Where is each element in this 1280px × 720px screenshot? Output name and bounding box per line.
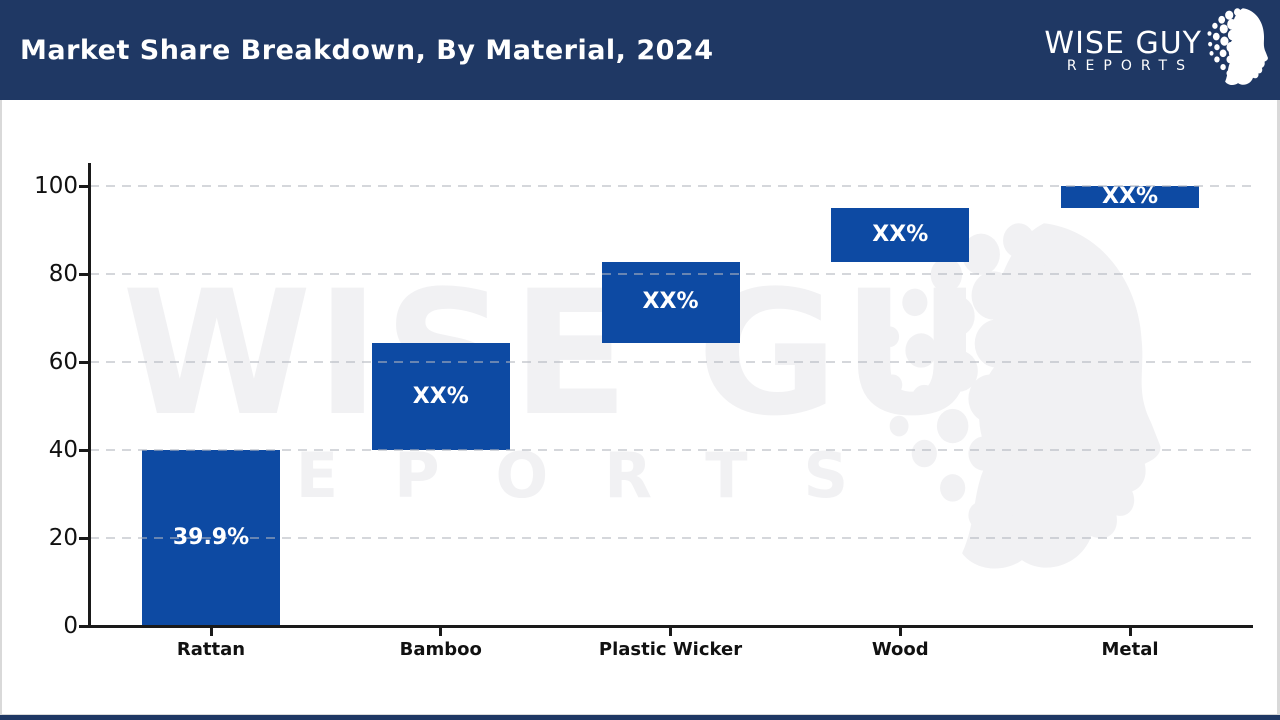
wise-guy-logo: WISE GUY REPORTS [1022,0,1272,100]
x-tick-2 [439,628,443,636]
x-tick-3 [669,628,672,636]
y-tick-label-40: 40 [48,437,78,463]
x-tick-5 [1128,628,1132,636]
logo-wordmark: WISE GUY [1044,26,1202,61]
bar-value-label: XX% [642,289,699,315]
category-label-wood: Wood [871,639,929,660]
y-tick-80 [79,273,88,276]
bar-metal [1061,186,1199,208]
x-tick-1 [209,628,213,636]
y-tick-label-100: 100 [34,173,78,199]
gridline-40 [90,449,1253,451]
bar-value-label: 39.9% [172,525,250,551]
category-label-bamboo: Bamboo [399,639,482,660]
bar-value-label: XX% [1102,184,1158,209]
bar-plastic-wicker [601,262,740,343]
y-tick-0 [79,625,88,628]
bar-bamboo [371,342,510,451]
footer-bar [0,715,1280,720]
y-tick-20 [79,537,88,540]
y-tick-label-60: 60 [48,349,78,375]
gridline-20 [90,537,1253,539]
y-tick-label-20: 20 [48,525,78,551]
bar-value-label: XX% [412,383,469,409]
gridline-60 [90,361,1253,363]
page-title: Market Share Breakdown, By Material, 202… [20,34,714,66]
category-label-plastic-wicker: Plastic Wicker [598,639,743,660]
y-tick-100 [79,185,88,188]
logo-subtext: REPORTS [1066,58,1194,74]
gridline-100 [90,185,1253,187]
y-tick-40 [79,449,88,452]
category-label-metal: Metal [1101,639,1159,660]
category-label-rattan: Rattan [176,639,246,660]
y-tick-label-80: 80 [48,261,78,287]
gridline-80 [90,273,1253,275]
y-axis-line [88,163,91,628]
bar-value-label: XX% [872,222,929,248]
logo-head-icon [1207,8,1268,86]
x-tick-4 [898,628,902,636]
y-tick-60 [79,361,88,364]
x-axis-line [88,625,1253,628]
y-tick-label-0: 0 [63,613,78,639]
header-bar: Market Share Breakdown, By Material, 202… [0,0,1280,100]
